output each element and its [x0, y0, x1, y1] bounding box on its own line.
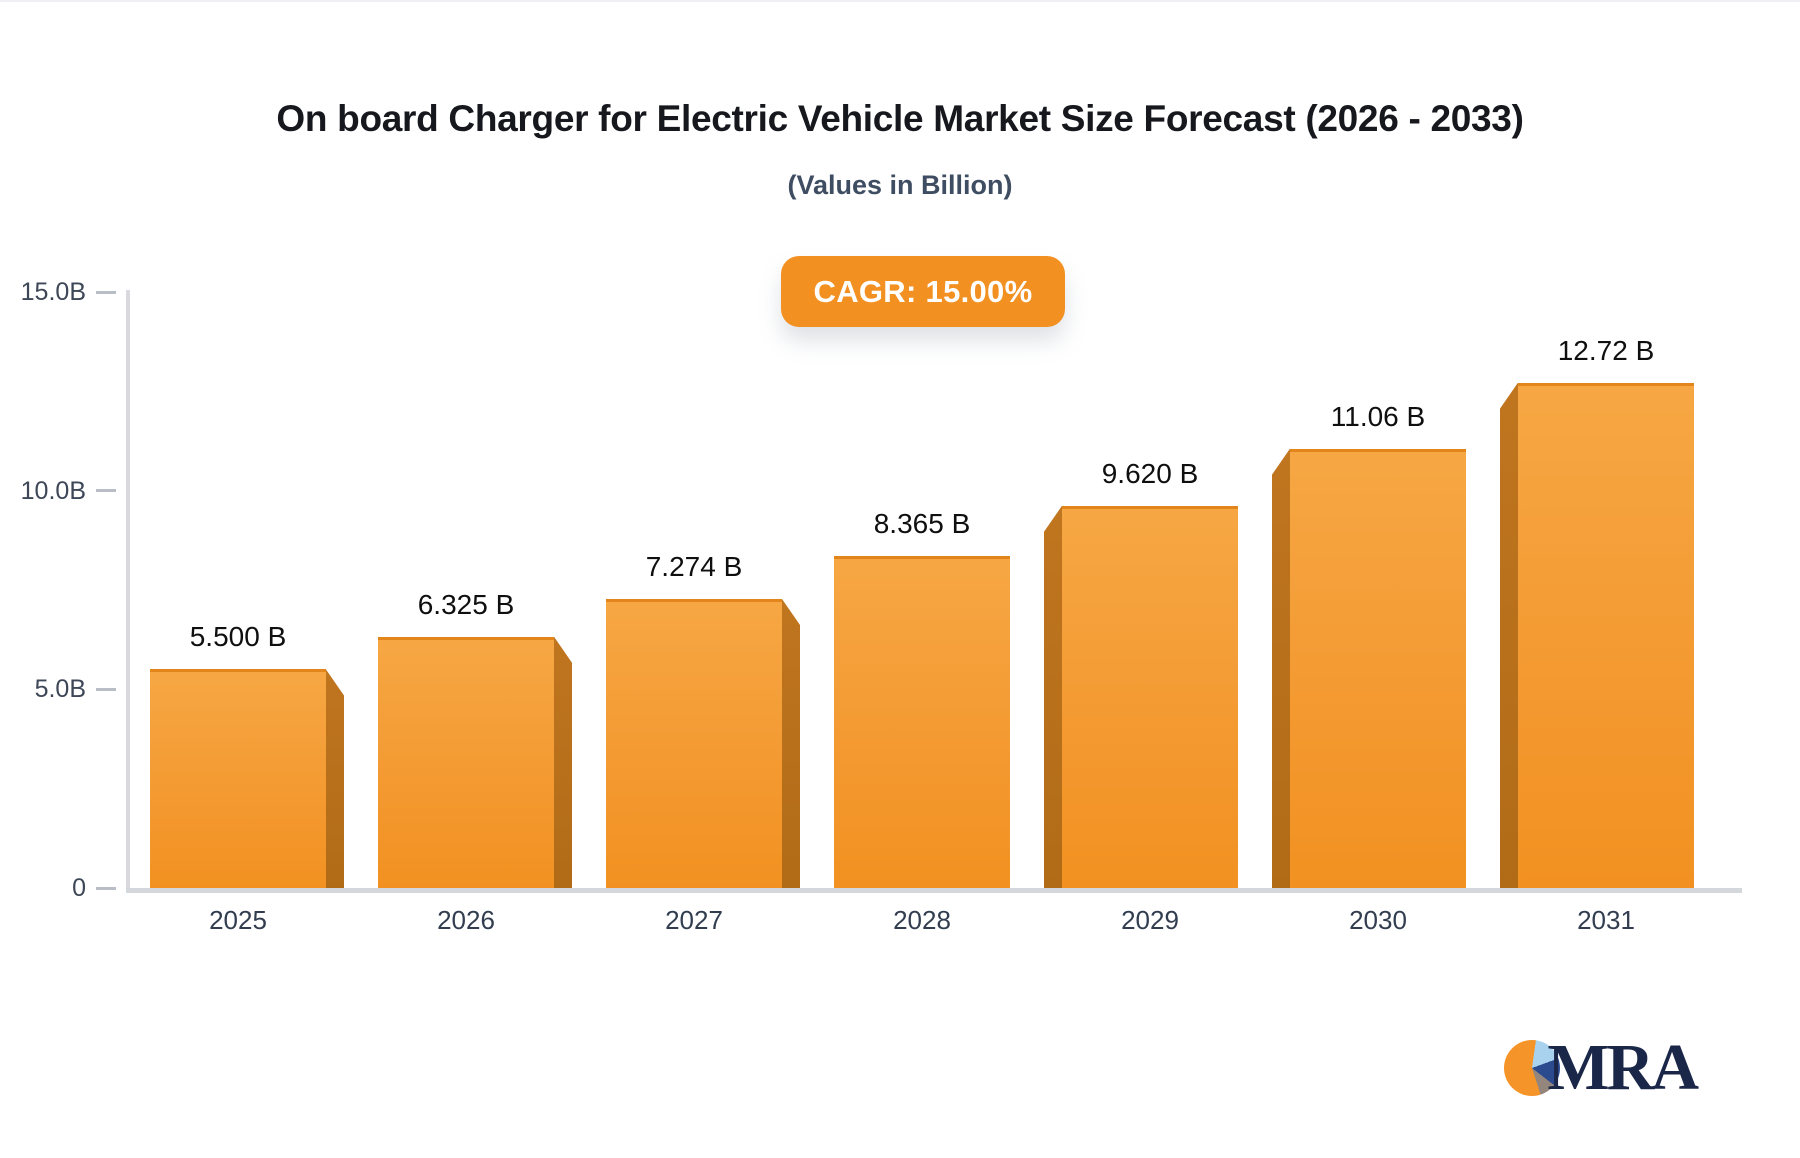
- x-axis-category-label: 2025: [209, 905, 267, 935]
- bar: [606, 599, 782, 888]
- y-tick-label: 10.0B: [20, 476, 86, 505]
- chart-title: On board Charger for Electric Vehicle Ma…: [276, 98, 1524, 139]
- bar: [1518, 382, 1694, 888]
- bar-value-label: 6.325 B: [417, 588, 515, 620]
- pie-chart-logo-icon: [1504, 1040, 1561, 1096]
- y-axis-line: [126, 290, 130, 890]
- bar-value-label: 8.365 B: [873, 507, 971, 539]
- x-axis-line: [126, 888, 1742, 893]
- bar-value-label: 5.500 B: [189, 621, 287, 653]
- x-axis-category-label: 2028: [893, 905, 951, 935]
- y-tick-mark: [96, 290, 116, 294]
- bar-3d-side: [1272, 448, 1290, 888]
- bar-value-label: 12.72 B: [1557, 334, 1655, 366]
- x-axis-category-label: 2027: [665, 905, 723, 935]
- mra-logo: MRA: [1504, 1031, 1699, 1104]
- bar-value-label: 9.620 B: [1101, 457, 1199, 489]
- y-tick-label: 5.0B: [34, 675, 86, 704]
- y-tick-label: 0: [72, 874, 86, 902]
- bar-value-label: 11.06 B: [1330, 400, 1426, 432]
- logo-text: MRA: [1547, 1031, 1699, 1104]
- bar: [150, 669, 326, 888]
- bar-3d-side: [554, 636, 572, 888]
- y-tick-label: 15.0B: [20, 278, 86, 307]
- x-axis-category-label: 2029: [1121, 905, 1179, 935]
- bar: [378, 636, 554, 888]
- bar-3d-side: [326, 669, 344, 888]
- bar: [1062, 505, 1238, 888]
- bar-3d-side: [1500, 382, 1518, 888]
- bar: [834, 555, 1010, 888]
- y-tick-mark: [96, 886, 116, 890]
- bar-3d-side: [782, 599, 800, 888]
- x-axis-category-label: 2030: [1349, 905, 1407, 935]
- cagr-badge: CAGR: 15.00%: [781, 256, 1065, 327]
- bar-3d-side: [1044, 505, 1062, 888]
- y-tick-mark: [96, 687, 116, 691]
- x-axis-category-label: 2026: [437, 905, 495, 935]
- y-tick-mark: [96, 489, 116, 493]
- bar: [1290, 448, 1466, 888]
- chart-subtitle: (Values in Billion): [787, 170, 1013, 200]
- bar-value-label: 7.274 B: [645, 551, 743, 582]
- x-axis-category-label: 2031: [1577, 905, 1635, 935]
